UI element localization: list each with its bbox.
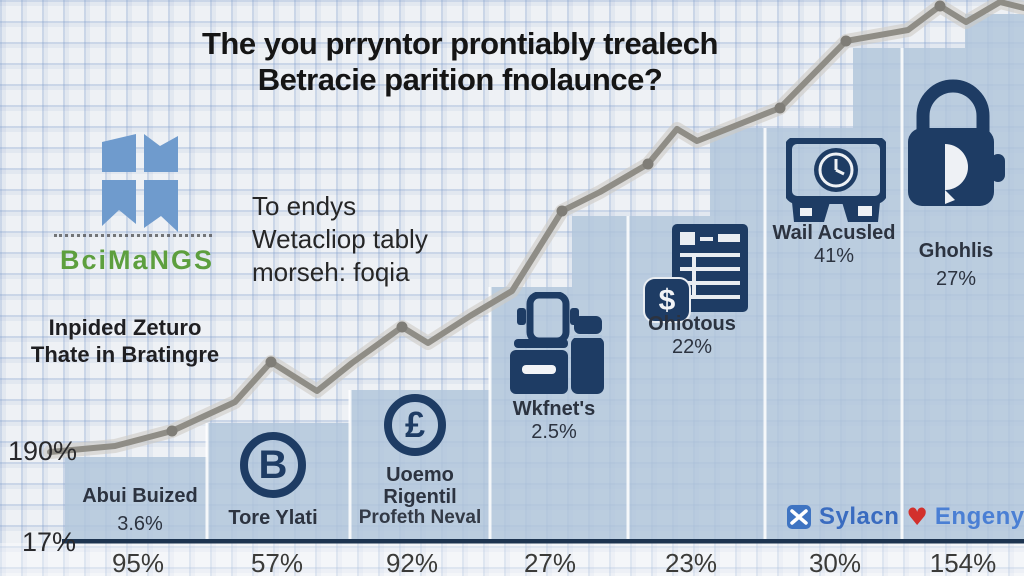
x-label-2: 57% — [250, 548, 304, 576]
bar4-caption: Wkfnet's — [512, 398, 596, 420]
monitor-gauge-icon — [786, 138, 886, 222]
bar6-caption: Wail Acusled — [772, 222, 896, 244]
page-title: The you prryntor prontiably trealech Bet… — [110, 26, 810, 98]
brand-right-name-1: Sylacn — [819, 503, 900, 530]
heart-icon: ♥ — [906, 503, 928, 531]
bar1-caption: Abui Buized — [82, 485, 198, 507]
dotted-divider — [54, 234, 212, 237]
pound-symbol: £ — [404, 404, 426, 445]
bar5-value: 22% — [671, 336, 713, 358]
note-line-2: Wetacliop tably — [252, 224, 428, 254]
bar4-value: 2.5% — [531, 421, 577, 443]
x-label-6: 30% — [808, 548, 862, 576]
brand-left-tagline-2: Thate in Bratingre — [30, 342, 220, 367]
pound-coin-icon: £ — [384, 394, 446, 456]
circle-b-letter: B — [258, 442, 288, 487]
luggage-icon — [510, 292, 604, 394]
brand-right: Sylacn ♥ Engeny — [786, 503, 1024, 531]
bar1-value: 3.6% — [117, 513, 163, 535]
circle-b-icon: B — [240, 432, 306, 498]
dollar-symbol: $ — [659, 284, 676, 317]
bar3-caption-2: Rigentil — [383, 486, 457, 508]
note-line-1: To endys — [252, 191, 357, 221]
window-logo-icon — [102, 134, 178, 232]
invoice-dollar-icon: $ — [643, 224, 748, 323]
padlock-icon — [908, 79, 1005, 206]
title-line-1: The you prryntor prontiably trealech — [202, 26, 718, 61]
bar7-value: 27% — [935, 268, 977, 290]
brand-right-square-icon — [787, 505, 811, 529]
bar3-caption: Uoemo — [386, 464, 454, 486]
note-line-3: morseh: foqia — [252, 257, 410, 287]
x-label-4: 27% — [523, 548, 577, 576]
y-axis-bottom-label: 17% — [22, 527, 77, 557]
title-line-2: Betracie parition fnolaunce? — [257, 62, 663, 97]
x-label-1: 95% — [111, 548, 165, 576]
x-label-3: 92% — [385, 548, 439, 576]
y-axis-top-label: 190% — [8, 436, 78, 466]
bar6-value: 41% — [813, 245, 855, 267]
footer-band — [0, 543, 1024, 576]
bar2-caption: Tore Ylati — [228, 507, 318, 529]
bar3-caption-3: Profeth Neval — [358, 507, 482, 528]
brand-right-name-2: Engeny — [934, 503, 1024, 530]
x-label-7: 154% — [929, 548, 997, 576]
x-label-5: 23% — [664, 548, 718, 576]
bar7-caption: Ghohlis — [918, 240, 994, 262]
brand-left-name: BciMaNGS — [59, 245, 215, 275]
brand-left-tagline-1: Inpided Zeturo — [48, 315, 202, 340]
bar5-caption: Ohiotous — [648, 313, 736, 335]
note-block: To endys Wetacliop tably morseh: foqia — [252, 190, 428, 289]
